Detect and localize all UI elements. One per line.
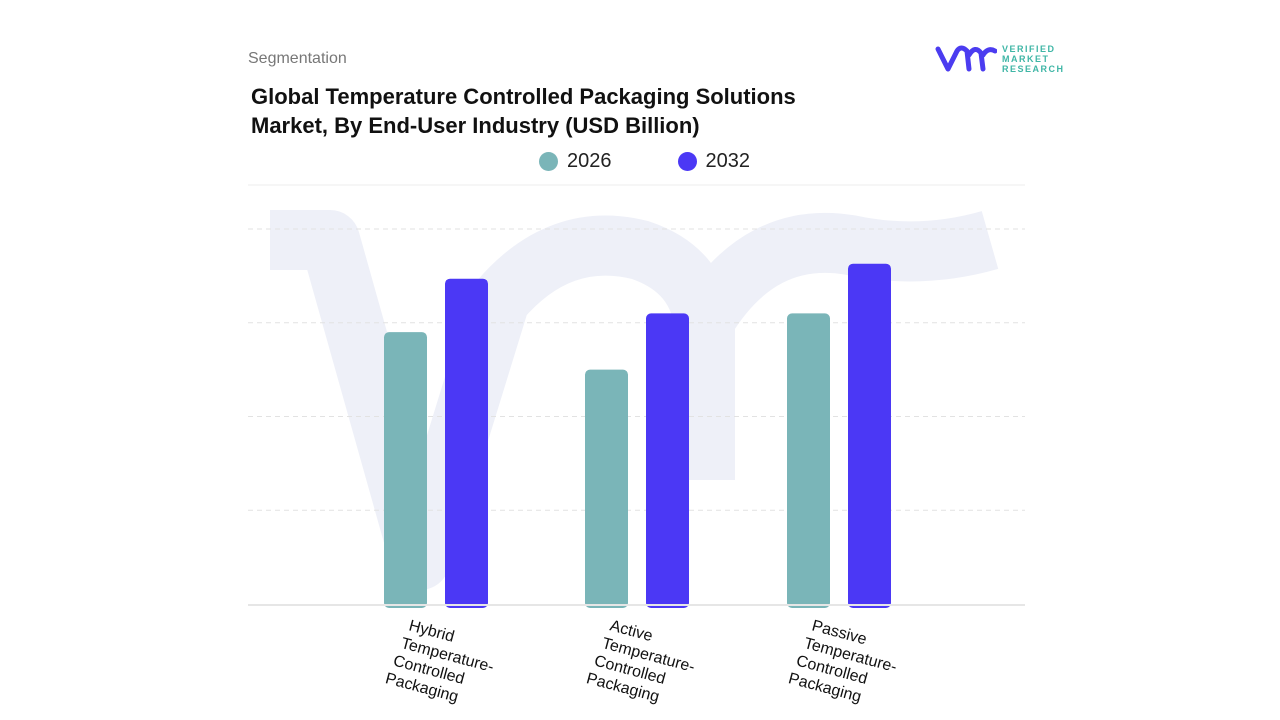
bar-2032-2[interactable]: [848, 263, 891, 608]
bar-2032-0[interactable]: [445, 278, 488, 608]
x-tick-label: HybridTemperature-ControlledPackaging: [384, 615, 501, 713]
bar-2032-1[interactable]: [646, 313, 689, 608]
bar-2026-1[interactable]: [585, 369, 628, 608]
segment-label: Segmentation: [248, 50, 347, 67]
legend-label: 2032: [705, 150, 751, 172]
vmr-logo-icon: [935, 45, 997, 72]
title-line-1: Global Temperature Controlled Packaging …: [251, 84, 796, 109]
legend-item-2026[interactable]: 2026: [539, 150, 612, 173]
legend-swatch: [677, 152, 697, 171]
legend-item-2032[interactable]: 2032: [677, 150, 751, 173]
title-line-2: Market, By End-User Industry (USD Billio…: [251, 113, 700, 138]
logo-text: VERIFIED: [1002, 44, 1056, 54]
logo-text: RESEARCH: [1002, 64, 1065, 74]
chart-title: Global Temperature Controlled Packaging …: [251, 82, 891, 140]
legend-swatch: [539, 152, 558, 171]
x-tick-label: PassiveTemperature-ControlledPackaging: [787, 615, 904, 713]
watermark: [270, 210, 999, 590]
bar-2026-2[interactable]: [787, 313, 830, 608]
x-axis: [248, 604, 1025, 606]
logo-text: MARKET: [1002, 54, 1050, 64]
logo: VERIFIED MARKET RESEARCH: [935, 44, 1065, 74]
x-tick-label: ActiveTemperature-ControlledPackaging: [585, 615, 702, 713]
legend: 2026 2032: [0, 150, 1280, 173]
bar-2026-0[interactable]: [384, 332, 427, 608]
legend-label: 2026: [567, 150, 612, 172]
